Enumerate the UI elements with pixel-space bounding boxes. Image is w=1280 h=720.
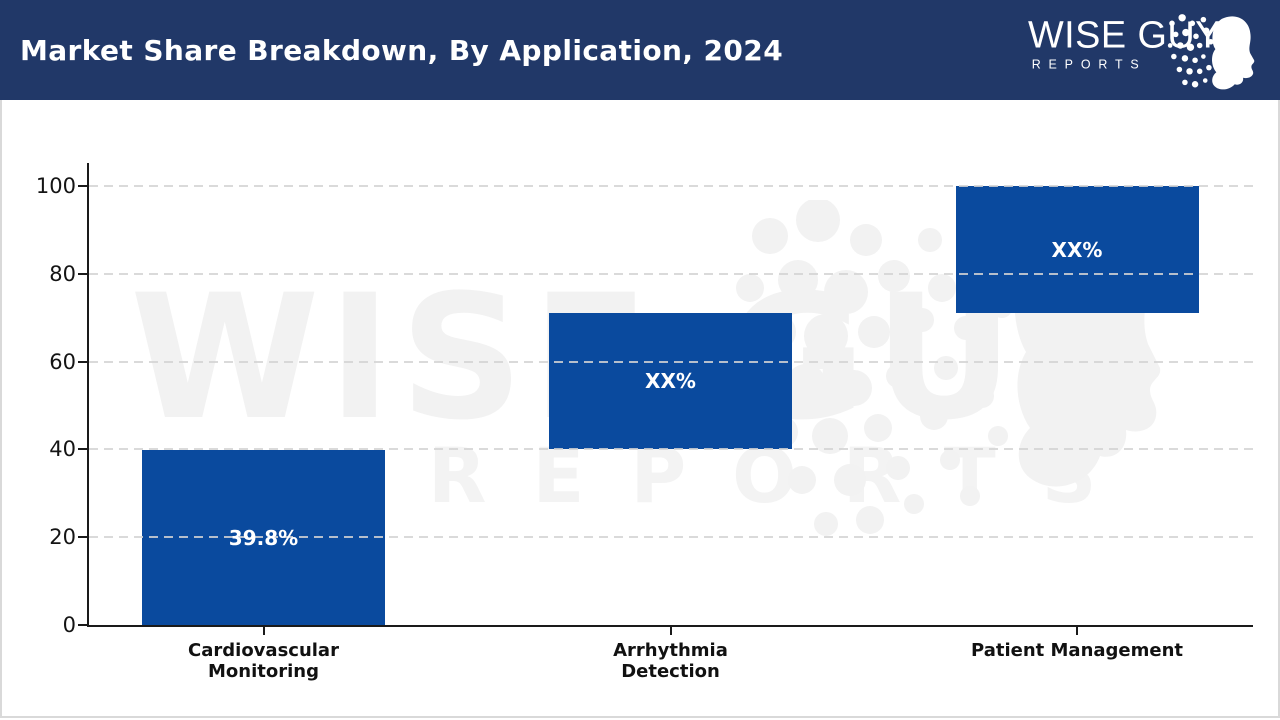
y-axis-tick [78,185,88,187]
bar-value-label: XX% [645,369,696,394]
y-axis-tick-label: 80 [49,261,76,286]
gridline [89,536,1253,539]
x-category-label-line: Cardiovascular [188,640,339,661]
x-axis-tick [262,627,265,635]
y-axis-tick-label: 100 [35,174,76,198]
x-axis-spine [87,625,1253,627]
y-axis-spine [87,163,89,627]
y-axis-tick-label: 60 [49,349,76,374]
logo-sub-wordmark: REPORTS [1032,58,1147,72]
x-category-label-line: Detection [621,661,720,682]
x-category-label: Cardiovascular Monitoring [104,640,424,682]
bar-value-label: XX% [1051,237,1103,262]
x-category-label: Arrhythmia Detection [511,640,831,682]
gridline [89,448,1253,451]
bar-value-label: 39.8% [228,525,299,550]
y-axis-tick [78,536,88,539]
y-axis-tick-label: 40 [49,437,76,462]
x-axis-tick [1076,627,1078,635]
x-category-label: Patient Management [917,640,1237,661]
y-axis-tick [78,448,88,451]
content-frame [0,100,1280,718]
x-axis-tick [669,627,672,635]
x-category-label-line: Arrhythmia [613,640,728,661]
y-axis-tick-label: 20 [49,525,76,550]
gridline [89,185,1253,187]
bar-segment [549,313,792,450]
gridline [89,360,1253,363]
x-category-label-line: Patient Management [970,640,1184,661]
y-axis-tick [78,360,88,363]
page-title: Market Share Breakdown, By Application, … [20,33,784,67]
wise-guy-reports-logo: WISE GUY REPORTS [1028,14,1255,90]
y-axis-tick [78,272,88,275]
x-category-label-line: Monitoring [208,661,319,682]
y-axis-tick-label: 0 [62,613,76,637]
bar-segment [955,186,1199,314]
header-bar: Market Share Breakdown, By Application, … [0,0,1280,100]
gridline [89,272,1253,275]
dotted-face-profile-icon [1167,14,1255,90]
y-axis-tick [78,624,88,626]
